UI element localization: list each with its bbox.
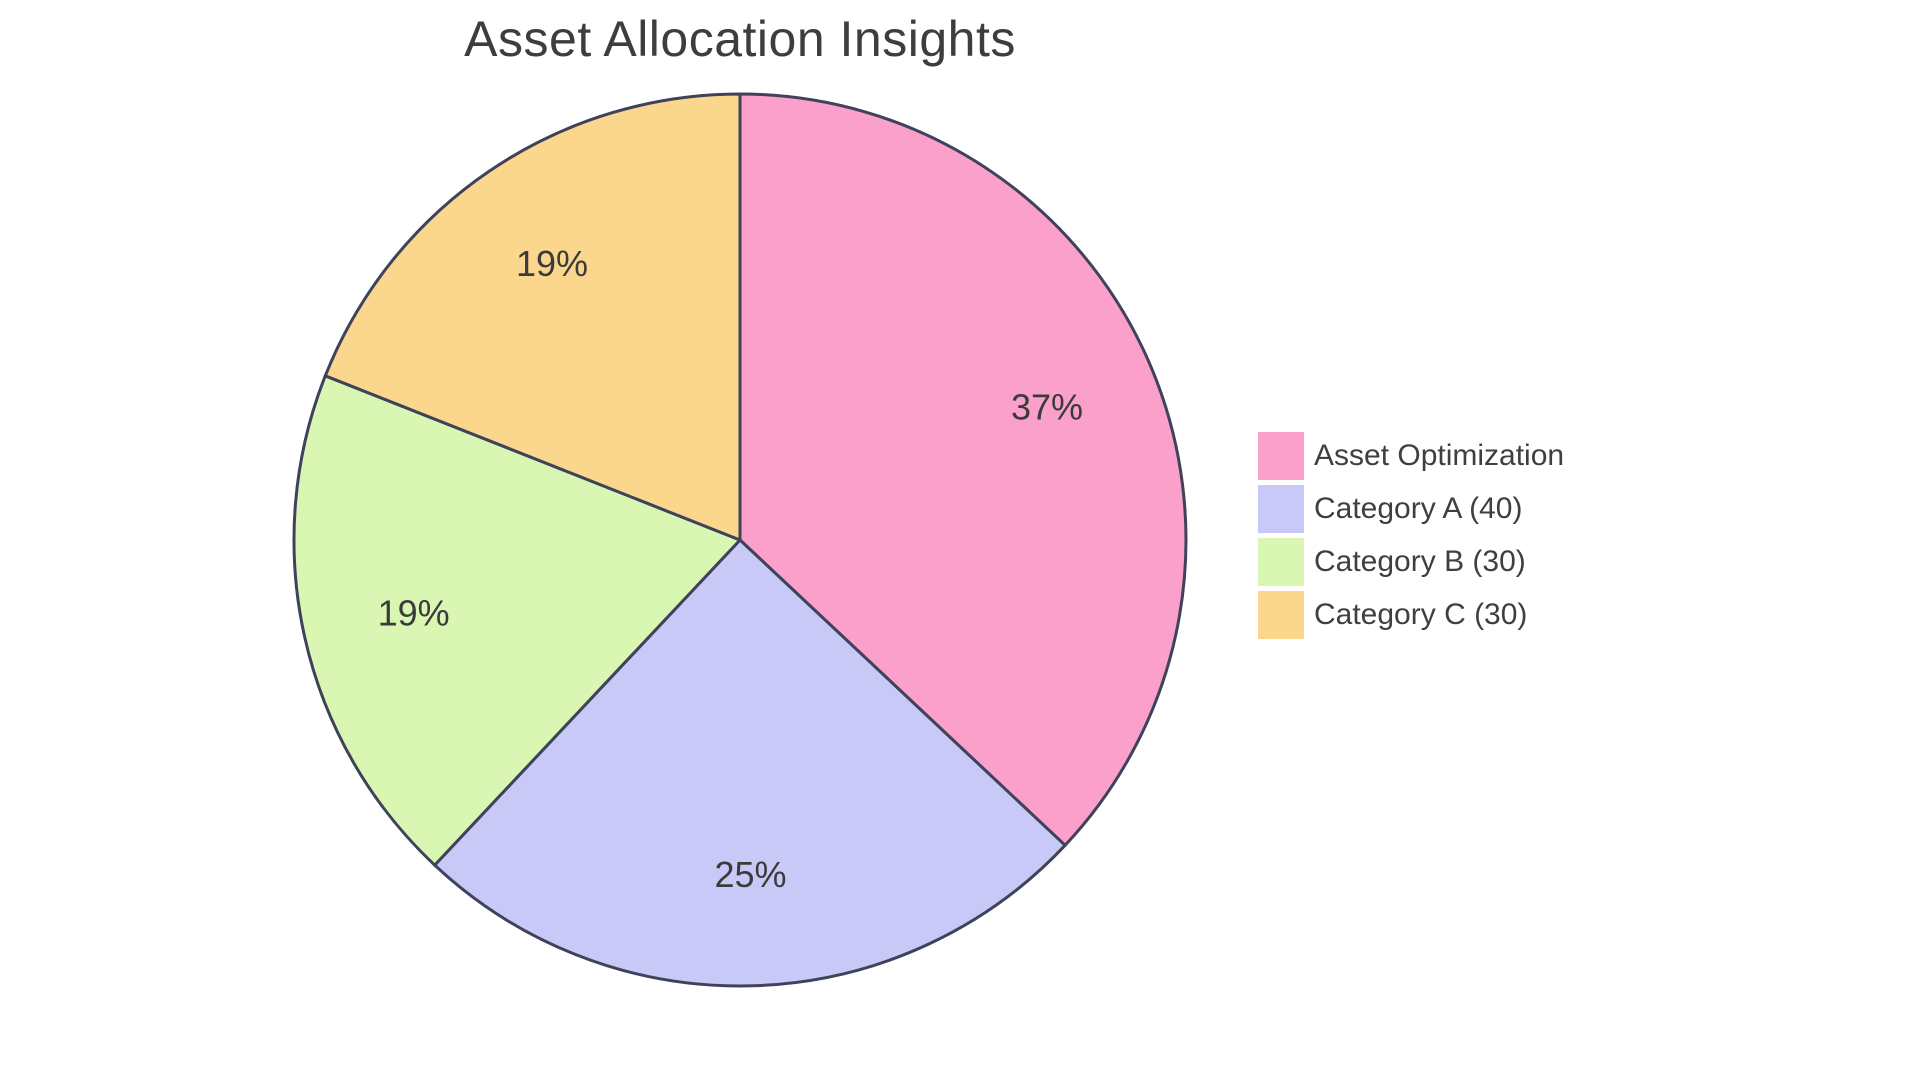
pie-slice-asset-optimization[interactable]	[738, 92, 1188, 847]
legend-swatch-category-c-30	[1258, 591, 1304, 639]
legend-label: Category A (40)	[1314, 492, 1523, 525]
legend-label: Asset Optimization	[1314, 439, 1565, 472]
slice-percent-label-category-c-30: 19%	[516, 243, 588, 284]
slice-percent-label-category-b-30: 19%	[378, 593, 450, 634]
legend-item-asset-optimization[interactable]: Asset Optimization	[1258, 432, 1564, 480]
legend-label: Category B (30)	[1314, 545, 1526, 578]
legend-item-category-b-30[interactable]: Category B (30)	[1258, 538, 1564, 586]
pie-slice-category-a-40[interactable]	[433, 538, 1067, 988]
legend-item-category-a-40[interactable]: Category A (40)	[1258, 485, 1564, 533]
legend: Asset Optimization Category A (40) Categor…	[1258, 432, 1564, 639]
legend-label: Category C (30)	[1314, 598, 1528, 631]
slice-percent-label-category-a-40: 25%	[714, 854, 786, 895]
legend-swatch-category-a-40	[1258, 485, 1304, 533]
legend-item-category-c-30[interactable]: Category C (30)	[1258, 591, 1564, 639]
legend-swatch-asset-optimization	[1258, 432, 1304, 480]
pie-slice-category-b-30[interactable]	[292, 374, 742, 867]
legend-swatch-category-b-30	[1258, 538, 1304, 586]
pie-slice-category-c-30[interactable]	[323, 92, 742, 542]
chart-title: Asset Allocation Insights	[464, 11, 1016, 67]
slice-percent-label-asset-optimization: 37%	[1011, 387, 1083, 428]
